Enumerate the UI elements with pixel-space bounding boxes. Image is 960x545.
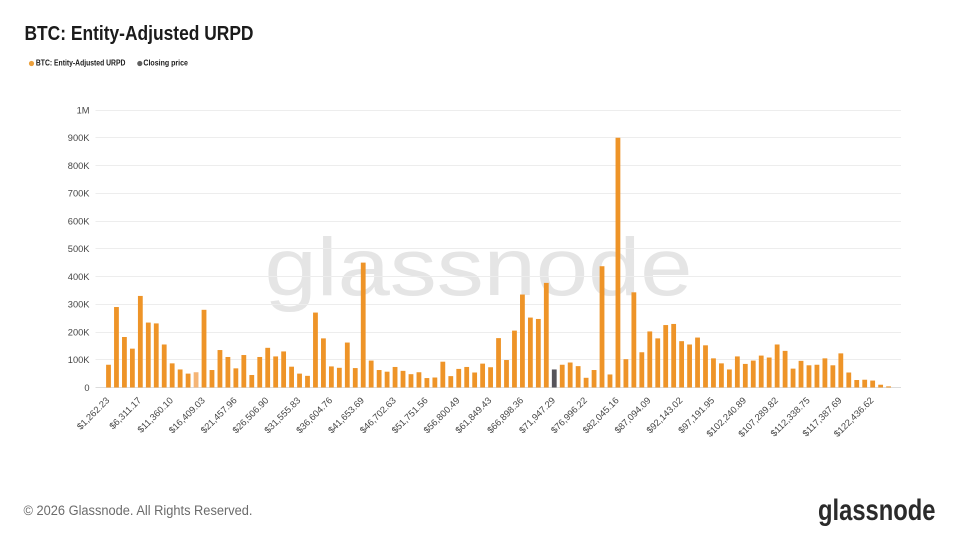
svg-text:400K: 400K [68,272,91,282]
svg-text:glassnode: glassnode [265,222,693,313]
svg-text:BTC: Entity-Adjusted URPD: BTC: Entity-Adjusted URPD [36,59,126,68]
svg-text:BTC: Entity-Adjusted URPD: BTC: Entity-Adjusted URPD [25,22,254,45]
svg-text:700K: 700K [68,189,91,199]
svg-text:© 2026 Glassnode. All Rights R: © 2026 Glassnode. All Rights Reserved. [24,503,253,519]
svg-text:500K: 500K [68,244,91,254]
svg-text:200K: 200K [68,327,91,337]
svg-text:Closing price: Closing price [143,59,188,68]
svg-text:$1,262.23: $1,262.23 [75,395,111,431]
svg-text:1M: 1M [77,105,90,115]
svg-text:300K: 300K [68,300,91,310]
svg-text:800K: 800K [68,161,91,171]
svg-text:glassnode: glassnode [818,494,936,527]
svg-text:0: 0 [84,383,89,393]
svg-text:900K: 900K [68,133,91,143]
svg-text:600K: 600K [68,216,91,226]
svg-text:100K: 100K [68,355,91,365]
